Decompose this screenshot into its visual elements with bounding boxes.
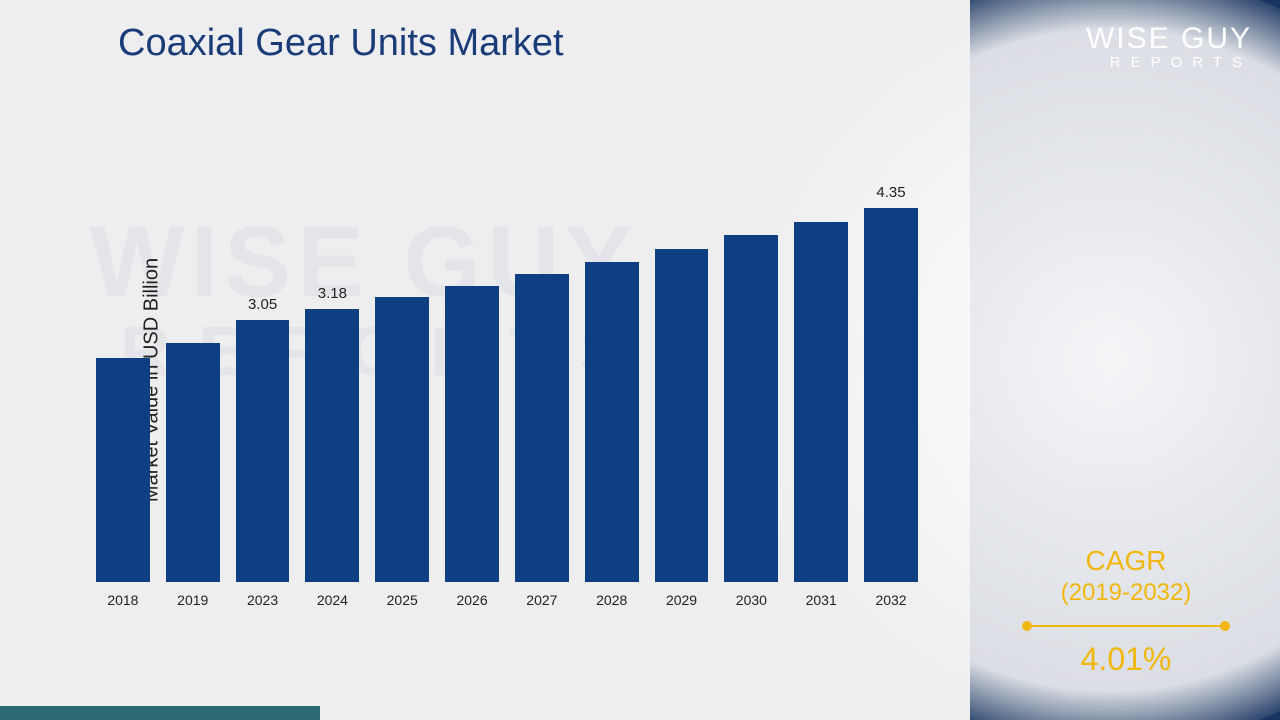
plot-area: 3.05 3.18 4.35 xyxy=(94,150,920,582)
bar-column xyxy=(515,250,569,582)
bar-column: 3.05 xyxy=(236,296,290,582)
x-tick-label: 2019 xyxy=(166,586,220,610)
logo-line2: REPORTS xyxy=(1086,54,1252,71)
bar-column: 4.35 xyxy=(864,184,918,582)
x-tick-label: 2018 xyxy=(96,586,150,610)
cagr-title: CAGR xyxy=(1006,545,1246,577)
bar xyxy=(445,286,499,582)
cagr-period: (2019-2032) xyxy=(1006,579,1246,607)
cagr-value: 4.01% xyxy=(1006,641,1246,678)
bar xyxy=(585,262,639,582)
bar-column: 3.18 xyxy=(305,285,359,582)
x-tick-label: 2031 xyxy=(794,586,848,610)
bar-column xyxy=(585,238,639,582)
bar-value-label: 3.18 xyxy=(318,285,347,303)
x-tick-label: 2027 xyxy=(515,586,569,610)
x-tick-label: 2023 xyxy=(236,586,290,610)
bar-column xyxy=(96,334,150,582)
bar xyxy=(236,320,290,582)
bar xyxy=(794,222,848,582)
x-tick-label: 2026 xyxy=(445,586,499,610)
bars-row: 3.05 3.18 4.35 xyxy=(94,150,920,582)
bar xyxy=(166,343,220,582)
bar-column xyxy=(724,211,778,582)
bar xyxy=(515,274,569,582)
bar-value-label: 4.35 xyxy=(876,184,905,202)
cagr-divider xyxy=(1026,625,1226,627)
bar xyxy=(655,249,709,582)
chart-container: Market Value in USD Billion 3.053.184.35… xyxy=(40,150,920,610)
accent-bottom-bar xyxy=(0,706,320,720)
bar-column xyxy=(375,273,429,582)
x-tick-label: 2028 xyxy=(585,586,639,610)
x-tick-label: 2029 xyxy=(655,586,709,610)
logo-line1: WISE GUY xyxy=(1086,22,1252,56)
cagr-box: CAGR (2019-2032) 4.01% xyxy=(1006,545,1246,678)
bar xyxy=(375,297,429,582)
bar xyxy=(724,235,778,582)
x-tick-label: 2025 xyxy=(375,586,429,610)
x-tick-label: 2024 xyxy=(305,586,359,610)
x-tick-label: 2032 xyxy=(864,586,918,610)
bar-column xyxy=(445,262,499,582)
bar-column xyxy=(655,225,709,582)
brand-logo: WISE GUY REPORTS xyxy=(1086,22,1252,71)
bar xyxy=(305,309,359,582)
bar xyxy=(864,208,918,582)
x-tick-label: 2030 xyxy=(724,586,778,610)
bar-value-label: 3.05 xyxy=(248,296,277,314)
bar-column xyxy=(166,319,220,582)
chart-title: Coaxial Gear Units Market xyxy=(118,22,564,65)
bar xyxy=(96,358,150,582)
x-axis-labels: 2018 2019 2023 2024 2025 2026 2027 2028 2029 2030… xyxy=(94,586,920,610)
page-root: Coaxial Gear Units Market WISE GUY REPOR… xyxy=(0,0,1280,720)
bar-column xyxy=(794,198,848,582)
